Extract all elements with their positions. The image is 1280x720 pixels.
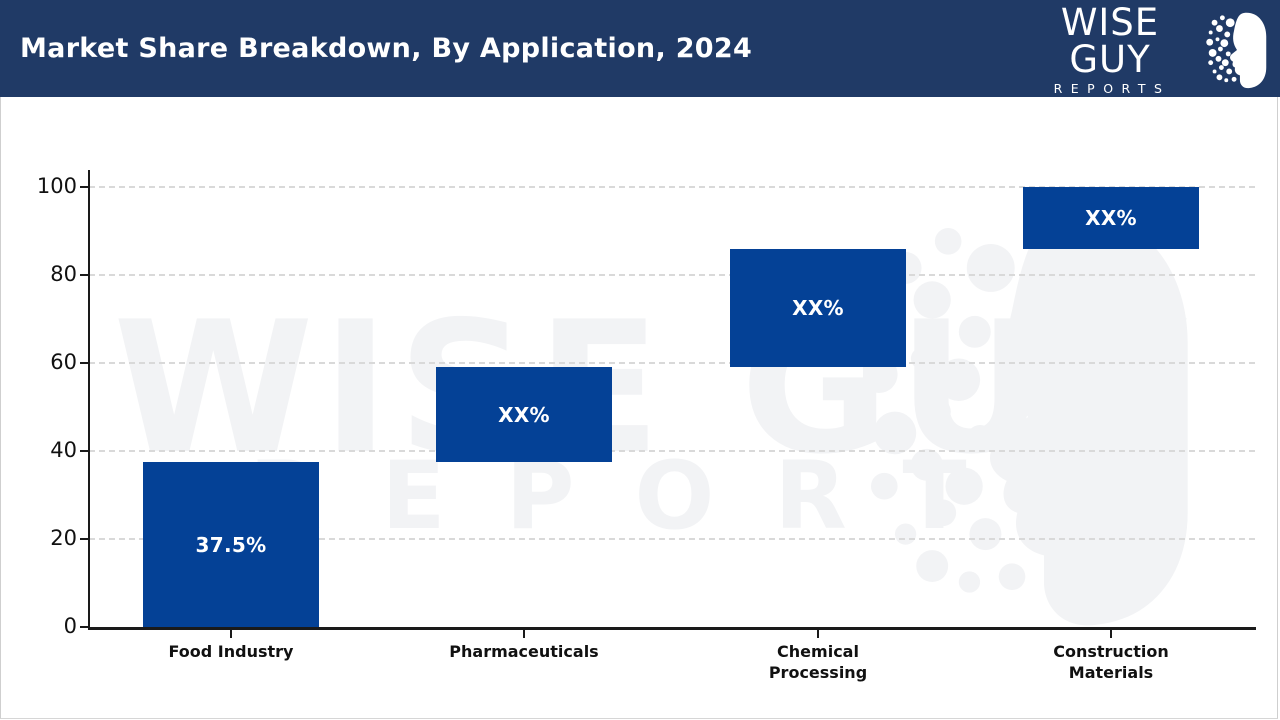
x-axis-tick-mark [1110,630,1112,638]
logo-text: WISE GUY REPORTS [1018,4,1202,96]
gridline [89,362,1255,364]
chart-bar: XX% [436,367,612,462]
y-axis-tick-mark [80,186,88,188]
chart-title: Market Share Breakdown, By Application, … [20,33,753,64]
chart-bar: XX% [1023,187,1199,249]
x-axis-tick-mark [817,630,819,638]
y-axis-tick-mark [80,362,88,364]
y-axis-line [88,170,90,629]
x-axis-category-label: Chemical Processing [768,642,868,682]
bar-value-label: XX% [498,402,550,427]
logo-subtitle: REPORTS [1053,81,1171,96]
bar-value-label: XX% [1085,205,1137,230]
logo-wordmark: WISE GUY [1060,1,1160,81]
bar-value-label: XX% [792,295,844,320]
y-axis-tick-label: 0 [63,614,77,638]
gridline [89,274,1255,276]
y-axis-tick-label: 60 [50,350,77,374]
y-axis-tick-mark [80,538,88,540]
gridline [89,450,1255,452]
x-axis-tick-mark [523,630,525,638]
x-axis-tick-mark [230,630,232,638]
y-axis-tick-mark [80,626,88,628]
y-axis-tick-label: 100 [36,174,77,198]
chart-canvas: WISE GUY REPORTS 0 20 40 60 80 100 37.5% Food I [0,97,1278,719]
bar-value-label: 37.5% [195,532,267,557]
x-axis-line [88,627,1256,630]
chart-bar: 37.5% [143,462,319,627]
x-axis-category-label: Food Industry [168,642,294,661]
dotted-head-profile-icon [1206,12,1267,89]
y-axis-tick-label: 40 [50,438,77,462]
y-axis-tick-label: 80 [50,262,77,286]
chart-bar: XX% [730,248,906,368]
plot-area: 0 20 40 60 80 100 37.5% Food Industry XX% Pharmac… [1,97,1279,719]
x-axis-category-label: Construction Materials [1053,642,1169,682]
wise-guy-reports-logo: WISE GUY REPORTS [1018,4,1268,96]
y-axis-tick-mark [80,450,88,452]
gridline [89,538,1255,540]
header-banner: Market Share Breakdown, By Application, … [0,0,1280,97]
x-axis-category-label: Pharmaceuticals [449,642,599,661]
y-axis-tick-label: 20 [50,526,77,550]
gridline [89,186,1255,188]
y-axis-tick-mark [80,274,88,276]
